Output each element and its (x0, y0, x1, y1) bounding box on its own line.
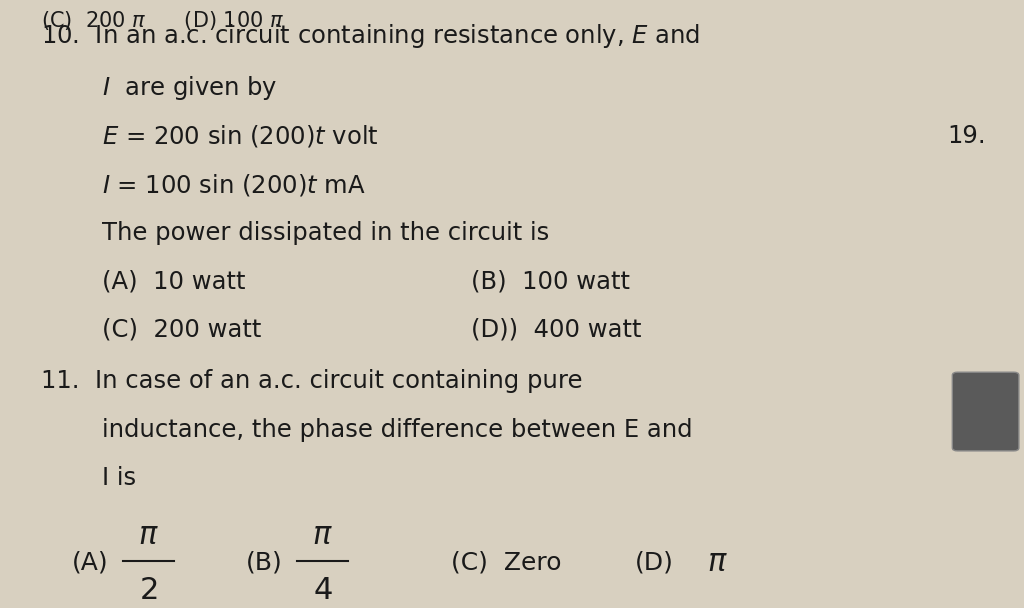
Text: (B): (B) (246, 551, 283, 575)
Text: (D))  400 watt: (D)) 400 watt (471, 318, 642, 342)
Text: $\pi$: $\pi$ (312, 521, 333, 550)
Text: (B)  100 watt: (B) 100 watt (471, 269, 630, 294)
Text: inductance, the phase difference between E and: inductance, the phase difference between… (102, 418, 693, 441)
Text: $\pi$: $\pi$ (707, 548, 727, 578)
Text: $2$: $2$ (139, 576, 158, 604)
Text: (D): (D) (635, 551, 674, 575)
Text: (A): (A) (72, 551, 109, 575)
Text: I is: I is (102, 466, 136, 490)
Text: 19.: 19. (947, 124, 986, 148)
Text: (C)  200 watt: (C) 200 watt (102, 318, 262, 342)
Text: $4$: $4$ (312, 576, 333, 604)
Text: (C)  200 $\pi$      (D) 100 $\pi$: (C) 200 $\pi$ (D) 100 $\pi$ (41, 9, 285, 32)
Text: 11.  In case of an a.c. circuit containing pure: 11. In case of an a.c. circuit containin… (41, 369, 583, 393)
Text: (C)  Zero: (C) Zero (451, 551, 561, 575)
Text: $E$ = 200 sin (200)$t$ volt: $E$ = 200 sin (200)$t$ volt (102, 123, 379, 149)
FancyBboxPatch shape (952, 372, 1019, 451)
Text: $\pi$: $\pi$ (138, 521, 159, 550)
Text: $I$  are given by: $I$ are given by (102, 74, 278, 102)
Text: 10.  In an a.c. circuit containing resistance only, $E$ and: 10. In an a.c. circuit containing resist… (41, 22, 700, 50)
Text: The power dissipated in the circuit is: The power dissipated in the circuit is (102, 221, 550, 245)
Text: $I$ = 100 sin (200)$t$ mA: $I$ = 100 sin (200)$t$ mA (102, 171, 367, 198)
Text: (A)  10 watt: (A) 10 watt (102, 269, 246, 294)
